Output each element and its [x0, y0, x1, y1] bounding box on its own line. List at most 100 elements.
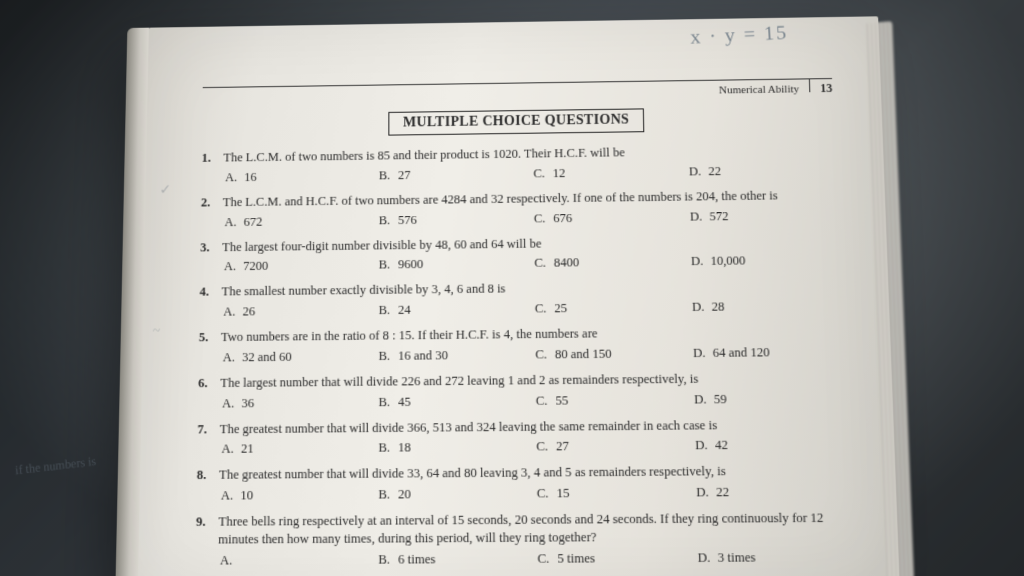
option-c: C. 5 times: [537, 549, 687, 568]
option-value: 27: [556, 439, 569, 454]
question-stem: Three bells ring respectively at an inte…: [218, 509, 848, 548]
option-b: B. 20: [378, 485, 526, 504]
option-label: A.: [224, 258, 240, 275]
option-b: B. 16 and 30: [379, 346, 526, 365]
question-stem: The largest number that will divide 226 …: [220, 369, 842, 392]
option-c: C. 8400: [534, 253, 681, 272]
option-label: A.: [221, 441, 237, 459]
question-stem: The smallest number exactly divisible by…: [221, 277, 839, 301]
option-value: 45: [398, 394, 411, 409]
option-label: B.: [379, 257, 395, 274]
options-row: A. 21B. 18C. 27D. 42: [219, 436, 845, 458]
book-page: x · y = 15 Numerical Ability 13 MULTIPLE…: [134, 16, 900, 576]
option-c: C. 55: [536, 391, 684, 410]
option-label: A.: [221, 487, 237, 505]
option-a: A. 10: [221, 486, 368, 505]
option-value: 24: [398, 303, 411, 317]
option-value: 676: [553, 211, 572, 225]
option-b: B. 9600: [379, 255, 525, 274]
option-c: C. 12: [533, 163, 679, 182]
option-label: A.: [222, 395, 238, 412]
option-label: D.: [689, 163, 706, 180]
option-label: A.: [225, 169, 241, 186]
option-a: A. 21: [221, 440, 368, 459]
option-label: D.: [695, 437, 712, 455]
option-value: 42: [715, 438, 728, 453]
option-label: B.: [378, 440, 394, 458]
option-c: C. 15: [537, 484, 686, 503]
option-label: A.: [220, 552, 237, 570]
option-b: B. 6 times: [378, 550, 527, 569]
option-value: 59: [714, 391, 727, 406]
question-list: The L.C.M. of two numbers is 85 and thei…: [195, 142, 848, 570]
question-stem: The greatest number that will divide 33,…: [219, 462, 846, 484]
running-head-divider: [809, 78, 810, 92]
option-value: 3 times: [717, 550, 755, 565]
option-a: A. 16: [225, 167, 369, 186]
question-item: The smallest number exactly divisible by…: [199, 277, 840, 321]
option-label: B.: [379, 167, 395, 184]
page-number: 13: [820, 81, 833, 96]
option-value: 15: [556, 486, 569, 501]
option-a: A. 36: [222, 394, 368, 413]
option-d: D. 10,000: [691, 252, 839, 271]
page-edges: [866, 21, 914, 576]
option-label: D.: [693, 344, 710, 362]
option-value: 5 times: [557, 551, 595, 566]
option-label: C.: [537, 485, 554, 503]
option-value: 80 and 150: [555, 346, 612, 361]
option-d: D. 59: [694, 389, 843, 408]
option-d: D. 64 and 120: [693, 343, 842, 362]
question-item: The L.C.M. and H.C.F. of two numbers are…: [201, 186, 837, 231]
option-value: 18: [398, 440, 411, 455]
option-label: A.: [223, 349, 239, 366]
question-item: Three bells ring respectively at an inte…: [195, 509, 848, 569]
option-label: C.: [535, 300, 551, 317]
option-b: B. 24: [379, 301, 525, 320]
scribble-mark: ~: [153, 322, 160, 338]
option-a: A. 7200: [224, 257, 369, 276]
option-value: 20: [398, 487, 411, 502]
option-value: 21: [241, 442, 254, 457]
option-value: 9600: [398, 257, 423, 271]
options-row: A. 7200 B. 9600 C. 8400 D. 10,000: [222, 252, 839, 276]
option-value: 8400: [554, 256, 579, 270]
option-value: 7200: [243, 259, 268, 273]
option-value: 16: [244, 170, 257, 184]
options-row: A. 36 B. 45 C. 55 D. 59: [220, 389, 843, 412]
options-row: A. B. 6 timesC. 5 timesD. 3 times: [218, 548, 849, 569]
option-value: 6 times: [398, 551, 436, 566]
option-value: 36: [241, 396, 254, 410]
options-row: A. 32 and 60 B. 16 and 30 C. 80 and 150 D. …: [221, 343, 842, 366]
option-value: 572: [709, 209, 728, 223]
options-row: A. 672B. 576C. 676D. 572: [222, 206, 837, 230]
option-value: 672: [243, 214, 262, 228]
option-d: D. 22: [689, 161, 836, 180]
handwritten-note-top: x · y = 15: [690, 22, 789, 49]
question-item: The greatest number that will divide 366…: [197, 415, 845, 458]
option-label: D.: [691, 253, 708, 270]
question-item: The largest four-digit number divisible …: [200, 232, 839, 276]
option-label: B.: [378, 551, 394, 569]
option-d: D. 42: [695, 436, 845, 455]
option-label: A.: [223, 303, 239, 320]
option-a: A.: [220, 551, 368, 570]
option-b: B. 18: [378, 438, 526, 457]
option-label: C.: [535, 346, 551, 363]
section-title: MULTIPLE CHOICE QUESTIONS: [388, 108, 644, 135]
question-item: Two numbers are in the ratio of 8 : 15. …: [198, 323, 841, 367]
option-b: B. 45: [379, 392, 526, 411]
option-a: A. 32 and 60: [223, 348, 369, 367]
option-a: A. 672: [224, 212, 368, 231]
option-label: B.: [379, 302, 395, 319]
option-label: B.: [379, 347, 395, 364]
option-value: 26: [242, 304, 255, 318]
option-value: 22: [708, 164, 721, 178]
options-row: A. 10B. 20C. 15D. 22: [219, 483, 847, 505]
option-label: D.: [696, 484, 713, 502]
option-value: 10: [240, 488, 253, 503]
option-d: D. 28: [692, 297, 840, 316]
option-label: A.: [224, 214, 240, 231]
options-row: A. 26B. 24C. 25D. 28: [221, 297, 840, 321]
option-label: B.: [378, 486, 394, 504]
